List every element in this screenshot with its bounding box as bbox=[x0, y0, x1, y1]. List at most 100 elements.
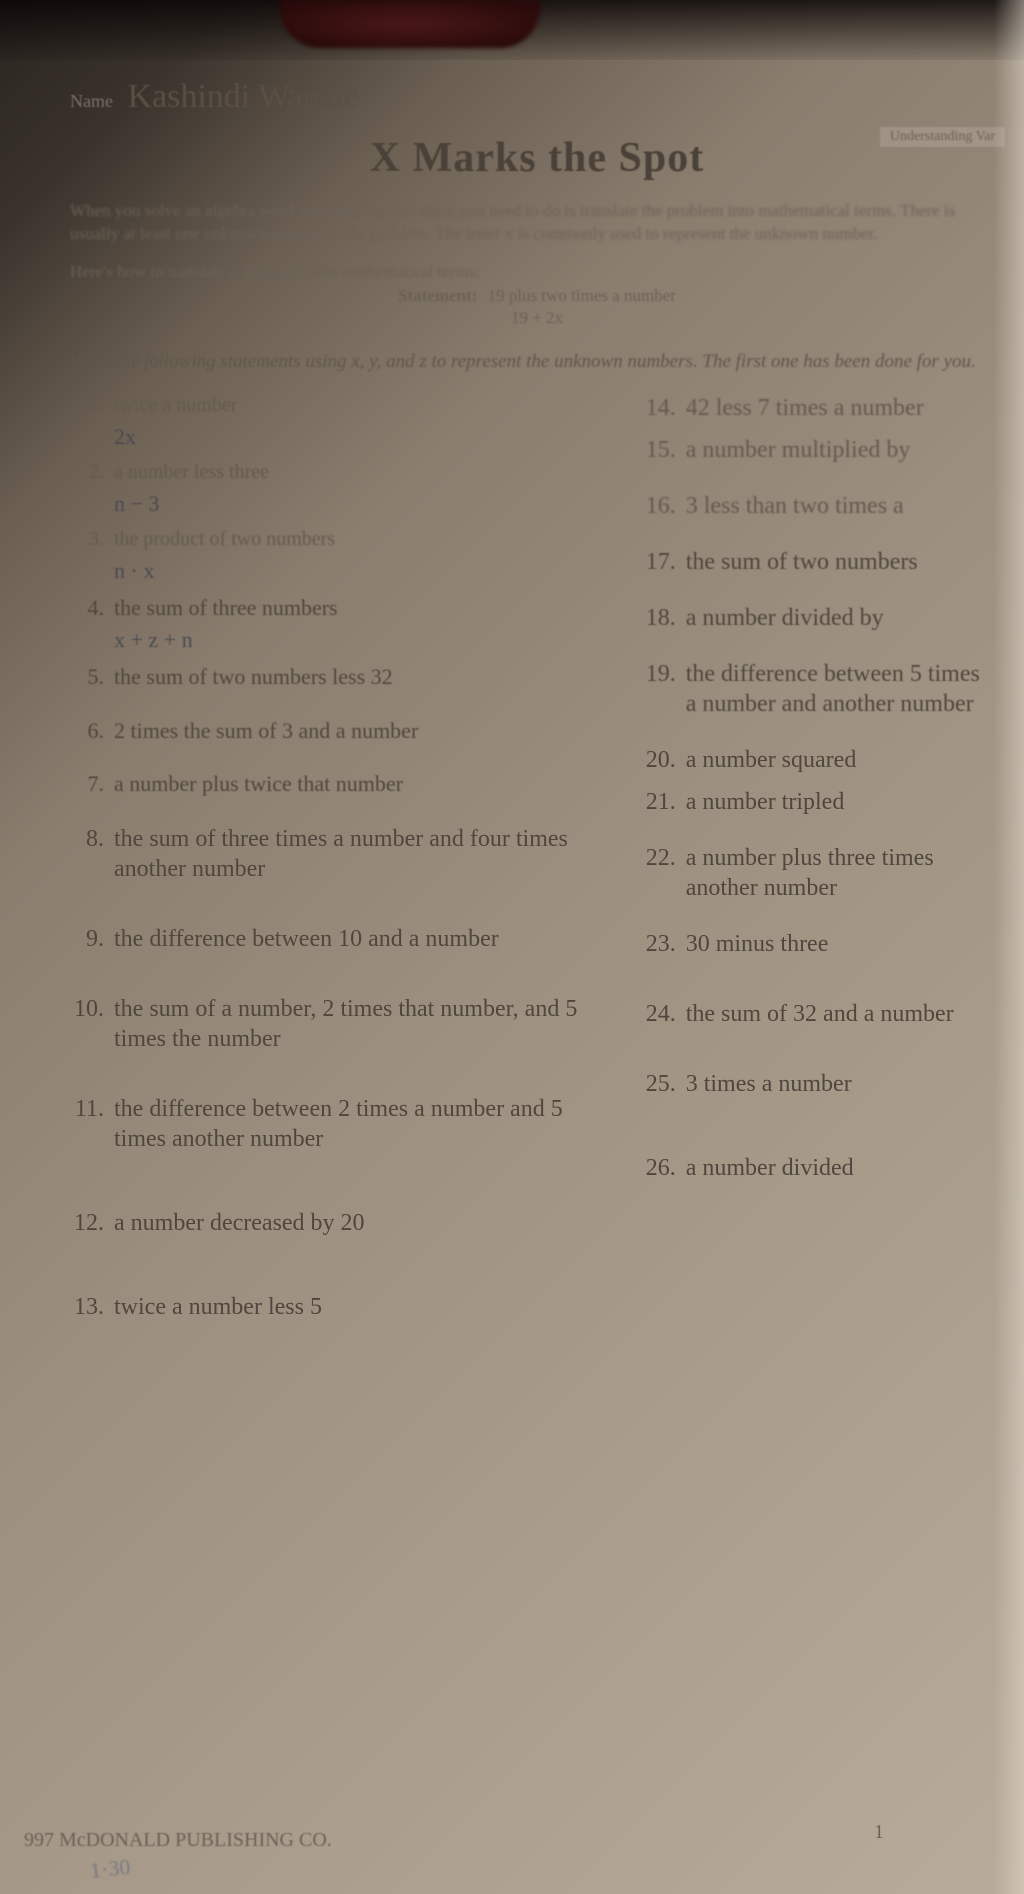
problem-item: 16.3 less than two times a bbox=[642, 491, 1004, 521]
problem-text: 42 less 7 times a number bbox=[686, 393, 1004, 423]
problem-text: a number multiplied by bbox=[686, 435, 1004, 465]
problem-text: the difference between 2 times a number … bbox=[114, 1094, 612, 1154]
problem-number: 12. bbox=[70, 1208, 114, 1238]
problem-text: the sum of two numbers less 32 bbox=[114, 663, 612, 691]
problem-number: 1. bbox=[70, 393, 114, 418]
problem-number: 14. bbox=[642, 393, 686, 423]
problem-number: 26. bbox=[642, 1153, 686, 1183]
top-object bbox=[280, 0, 540, 48]
problem-item: 15.a number multiplied by bbox=[642, 435, 1004, 465]
problem-number: 21. bbox=[642, 787, 686, 817]
left-column: 1.twice a number 2x 2.a number less three n… bbox=[70, 393, 612, 1376]
problem-number: 11. bbox=[70, 1094, 114, 1154]
problem-number: 23. bbox=[642, 929, 686, 959]
page-number: 1 bbox=[874, 1821, 884, 1844]
problem-text: the sum of a number, 2 times that number… bbox=[114, 994, 612, 1054]
handwritten-answer: 2x bbox=[70, 424, 612, 450]
problem-number: 24. bbox=[642, 999, 686, 1029]
problem-number: 25. bbox=[642, 1069, 686, 1099]
problem-item: 1.twice a number bbox=[70, 393, 612, 418]
statement-label: Statement: bbox=[398, 286, 477, 305]
footer-scribble: 1·30 bbox=[89, 1854, 132, 1884]
problem-text: the sum of three numbers bbox=[114, 594, 612, 622]
problem-item: 23.30 minus three bbox=[642, 929, 1004, 959]
problem-number: 4. bbox=[70, 594, 114, 622]
problem-item: 19.the difference between 5 times a numb… bbox=[642, 659, 1004, 719]
handwritten-answer: n − 3 bbox=[70, 491, 612, 517]
student-name: Kashindi Wapale bbox=[127, 78, 359, 115]
problem-columns: 1.twice a number 2x 2.a number less three n… bbox=[70, 393, 1004, 1376]
problem-text: a number squared bbox=[686, 745, 1004, 775]
problem-item: 22.a number plus three times another num… bbox=[642, 843, 1004, 903]
problem-text: twice a number bbox=[114, 393, 612, 418]
problem-item: 20.a number squared bbox=[642, 745, 1004, 775]
worksheet-title: X Marks the Spot bbox=[70, 134, 1004, 182]
problem-text: the difference between 5 times a number … bbox=[686, 659, 1004, 719]
intro-paragraph: When you solve an algebra word problem, … bbox=[70, 200, 1004, 246]
problem-number: 20. bbox=[642, 745, 686, 775]
statement-line: Statement: 19 plus two times a number bbox=[70, 286, 1004, 306]
problem-item: 25.3 times a number bbox=[642, 1069, 1004, 1099]
problem-item: 10.the sum of a number, 2 times that num… bbox=[70, 994, 612, 1054]
problem-text: 3 times a number bbox=[686, 1069, 1004, 1099]
statement-text: 19 plus two times a number bbox=[488, 286, 676, 305]
handwritten-answer: n · x bbox=[70, 558, 612, 584]
problem-number: 15. bbox=[642, 435, 686, 465]
problem-number: 13. bbox=[70, 1292, 114, 1322]
problem-item: 13.twice a number less 5 bbox=[70, 1292, 612, 1322]
instructions: Write the following statements using x, … bbox=[70, 350, 1004, 375]
problem-number: 10. bbox=[70, 994, 114, 1054]
name-label: Name bbox=[70, 91, 113, 111]
problem-text: a number less three bbox=[114, 460, 612, 485]
problem-item: 18.a number divided by bbox=[642, 603, 1004, 633]
problem-item: 21.a number tripled bbox=[642, 787, 1004, 817]
problem-text: 30 minus three bbox=[686, 929, 1004, 959]
problem-item: 4.the sum of three numbers bbox=[70, 594, 612, 622]
problem-number: 22. bbox=[642, 843, 686, 903]
worksheet-page: Name Kashindi Wapale Understanding Var X… bbox=[0, 48, 1024, 1894]
problem-number: 19. bbox=[642, 659, 686, 719]
problem-text: a number tripled bbox=[686, 787, 1004, 817]
problem-item: 6.2 times the sum of 3 and a number bbox=[70, 717, 612, 745]
problem-text: twice a number less 5 bbox=[114, 1292, 612, 1322]
problem-number: 2. bbox=[70, 460, 114, 485]
problem-number: 6. bbox=[70, 717, 114, 745]
problem-text: a number plus three times another number bbox=[686, 843, 1004, 903]
problem-item: 12.a number decreased by 20 bbox=[70, 1208, 612, 1238]
problem-text: a number divided bbox=[686, 1153, 1004, 1183]
problem-number: 16. bbox=[642, 491, 686, 521]
problem-item: 9.the difference between 10 and a number bbox=[70, 924, 612, 954]
problem-number: 18. bbox=[642, 603, 686, 633]
problem-item: 8.the sum of three times a number and fo… bbox=[70, 824, 612, 884]
handwritten-answer: x + z + n bbox=[70, 627, 612, 653]
problem-number: 7. bbox=[70, 770, 114, 798]
problem-text: the sum of two numbers bbox=[686, 547, 1004, 577]
problem-text: 2 times the sum of 3 and a number bbox=[114, 717, 612, 745]
problem-text: the sum of 32 and a number bbox=[686, 999, 1004, 1029]
problem-item: 5.the sum of two numbers less 32 bbox=[70, 663, 612, 691]
problem-text: a number decreased by 20 bbox=[114, 1208, 612, 1238]
problem-item: 17.the sum of two numbers bbox=[642, 547, 1004, 577]
problem-text: a number plus twice that number bbox=[114, 770, 612, 798]
right-column: 14.42 less 7 times a number15.a number m… bbox=[642, 393, 1004, 1376]
publisher-footer: 997 McDONALD PUBLISHING CO. bbox=[24, 1829, 332, 1852]
problem-text: the difference between 10 and a number bbox=[114, 924, 612, 954]
name-line: Name Kashindi Wapale bbox=[70, 78, 1004, 116]
problem-item: 2.a number less three bbox=[70, 460, 612, 485]
statement-expression: 19 + 2x bbox=[70, 308, 1004, 328]
problem-text: the sum of three times a number and four… bbox=[114, 824, 612, 884]
problem-text: a number divided by bbox=[686, 603, 1004, 633]
problem-number: 17. bbox=[642, 547, 686, 577]
problem-item: 11.the difference between 2 times a numb… bbox=[70, 1094, 612, 1154]
problem-item: 3.the product of two numbers bbox=[70, 527, 612, 552]
example-lead: Here's how to translate a statement into… bbox=[70, 262, 1004, 282]
problem-number: 9. bbox=[70, 924, 114, 954]
problem-number: 5. bbox=[70, 663, 114, 691]
problem-item: 14.42 less 7 times a number bbox=[642, 393, 1004, 423]
problem-number: 3. bbox=[70, 527, 114, 552]
problem-text: the product of two numbers bbox=[114, 527, 612, 552]
problem-number: 8. bbox=[70, 824, 114, 884]
right-edge-fade bbox=[994, 0, 1024, 1894]
problem-item: 7.a number plus twice that number bbox=[70, 770, 612, 798]
problem-item: 24.the sum of 32 and a number bbox=[642, 999, 1004, 1029]
